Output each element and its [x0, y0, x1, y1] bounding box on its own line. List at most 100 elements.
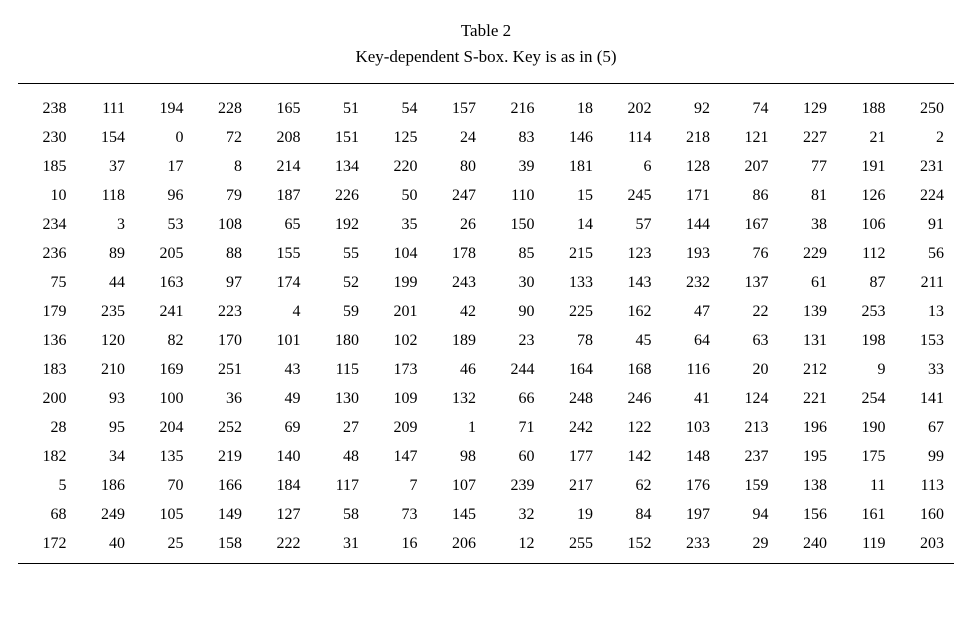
table-cell: 54	[369, 84, 428, 124]
table-cell: 169	[135, 356, 194, 385]
table-cell: 191	[837, 153, 896, 182]
table-cell: 241	[135, 298, 194, 327]
table-cell: 147	[369, 443, 428, 472]
table-cell: 177	[545, 443, 604, 472]
table-cell: 48	[311, 443, 370, 472]
table-cell: 124	[720, 385, 779, 414]
table-cell: 110	[486, 182, 545, 211]
table-cell: 210	[77, 356, 136, 385]
table-cell: 247	[428, 182, 487, 211]
table-cell: 237	[720, 443, 779, 472]
table-cell: 60	[486, 443, 545, 472]
table-cell: 116	[662, 356, 721, 385]
table-cell: 146	[545, 124, 604, 153]
table-cell: 12	[486, 530, 545, 564]
table-cell: 180	[311, 327, 370, 356]
table-cell: 250	[896, 84, 955, 124]
table-cell: 230	[18, 124, 77, 153]
table-cell: 217	[545, 472, 604, 501]
table-cell: 184	[252, 472, 311, 501]
table-cell: 216	[486, 84, 545, 124]
table-cell: 139	[779, 298, 838, 327]
table-cell: 244	[486, 356, 545, 385]
table-cell: 206	[428, 530, 487, 564]
table-cell: 229	[779, 240, 838, 269]
table-cell: 64	[662, 327, 721, 356]
table-row: 1823413521914048147986017714214823719517…	[18, 443, 954, 472]
table-row: 185371782141342208039181612820777191231	[18, 153, 954, 182]
table-cell: 108	[194, 211, 253, 240]
table-cell: 62	[603, 472, 662, 501]
table-row: 23435310865192352615014571441673810691	[18, 211, 954, 240]
table-cell: 93	[77, 385, 136, 414]
table-cell: 100	[135, 385, 194, 414]
table-cell: 138	[779, 472, 838, 501]
table-cell: 200	[18, 385, 77, 414]
table-cell: 89	[77, 240, 136, 269]
table-cell: 11	[837, 472, 896, 501]
table-cell: 52	[311, 269, 370, 298]
table-cell: 252	[194, 414, 253, 443]
table-cell: 208	[252, 124, 311, 153]
table-cell: 50	[369, 182, 428, 211]
table-row: 2895204252692720917124212210321319619067	[18, 414, 954, 443]
table-cell: 127	[252, 501, 311, 530]
table-cell: 39	[486, 153, 545, 182]
table-cell: 152	[603, 530, 662, 564]
table-cell: 6	[603, 153, 662, 182]
table-cell: 66	[486, 385, 545, 414]
table-cell: 137	[720, 269, 779, 298]
table-cell: 104	[369, 240, 428, 269]
table-cell: 75	[18, 269, 77, 298]
table-cell: 221	[779, 385, 838, 414]
table-cell: 34	[77, 443, 136, 472]
table-cell: 1	[428, 414, 487, 443]
table-cell: 44	[77, 269, 136, 298]
table-cell: 70	[135, 472, 194, 501]
table-cell: 132	[428, 385, 487, 414]
table-cell: 83	[486, 124, 545, 153]
table-cell: 148	[662, 443, 721, 472]
table-cell: 207	[720, 153, 779, 182]
table-cell: 175	[837, 443, 896, 472]
table-cell: 120	[77, 327, 136, 356]
table-cell: 248	[545, 385, 604, 414]
table-cell: 27	[311, 414, 370, 443]
table-cell: 167	[720, 211, 779, 240]
table-cell: 17	[135, 153, 194, 182]
table-cell: 149	[194, 501, 253, 530]
table-cell: 112	[837, 240, 896, 269]
table-cell: 227	[779, 124, 838, 153]
table-cell: 95	[77, 414, 136, 443]
table-cell: 189	[428, 327, 487, 356]
table-cell: 126	[837, 182, 896, 211]
table-cell: 2	[896, 124, 955, 153]
table-cell: 201	[369, 298, 428, 327]
table-cell: 53	[135, 211, 194, 240]
table-cell: 161	[837, 501, 896, 530]
table-cell: 25	[135, 530, 194, 564]
table-cell: 88	[194, 240, 253, 269]
table-cell: 140	[252, 443, 311, 472]
table-cell: 218	[662, 124, 721, 153]
table-cell: 40	[77, 530, 136, 564]
table-cell: 220	[369, 153, 428, 182]
table-cell: 170	[194, 327, 253, 356]
table-cell: 107	[428, 472, 487, 501]
table-cell: 94	[720, 501, 779, 530]
table-cell: 223	[194, 298, 253, 327]
table-cell: 65	[252, 211, 311, 240]
table-cell: 3	[77, 211, 136, 240]
table-cell: 193	[662, 240, 721, 269]
table-cell: 136	[18, 327, 77, 356]
table-cell: 129	[779, 84, 838, 124]
table-row: 1792352412234592014290225162472213925313	[18, 298, 954, 327]
table-cell: 195	[779, 443, 838, 472]
table-cell: 14	[545, 211, 604, 240]
table-cell: 196	[779, 414, 838, 443]
table-cell: 121	[720, 124, 779, 153]
table-cell: 87	[837, 269, 896, 298]
table-cell: 103	[662, 414, 721, 443]
table-cell: 239	[486, 472, 545, 501]
table-cell: 24	[428, 124, 487, 153]
